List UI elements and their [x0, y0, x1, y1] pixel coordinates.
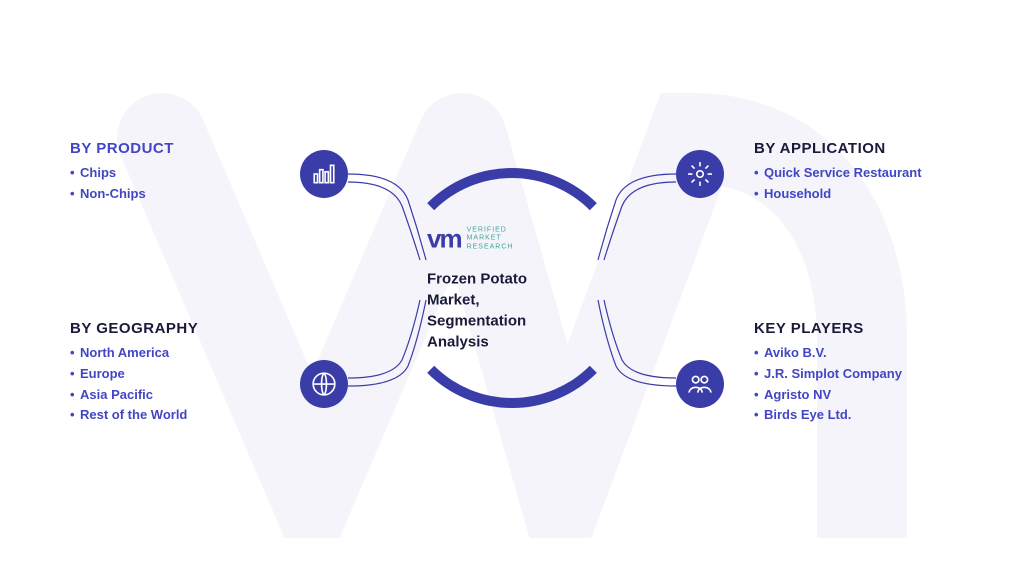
heading-geography: BY GEOGRAPHY: [70, 320, 300, 337]
people-icon: [676, 360, 724, 408]
connector-bl: [348, 290, 428, 400]
list-item: J.R. Simplot Company: [754, 364, 984, 385]
connector-tr: [596, 160, 676, 280]
quadrant-product: BY PRODUCT Chips Non-Chips: [70, 140, 300, 205]
heading-product: BY PRODUCT: [70, 140, 300, 157]
heading-players: KEY PLAYERS: [754, 320, 984, 337]
quadrant-application: BY APPLICATION Quick Service Restaurant …: [754, 140, 984, 205]
list-item: Asia Pacific: [70, 385, 300, 406]
center-title: Frozen Potato Market, Segmentation Analy…: [427, 269, 597, 353]
gear-icon: [676, 150, 724, 198]
brand-logo: vm VERIFIED MARKET RESEARCH: [427, 224, 597, 255]
list-application: Quick Service Restaurant Household: [754, 163, 984, 205]
quadrant-players: KEY PLAYERS Aviko B.V. J.R. Simplot Comp…: [754, 320, 984, 426]
list-item: Non-Chips: [70, 184, 300, 205]
logo-mark: vm: [427, 224, 461, 255]
heading-application: BY APPLICATION: [754, 140, 984, 157]
list-item: Chips: [70, 163, 300, 184]
connector-tl: [348, 160, 428, 280]
list-item: Household: [754, 184, 984, 205]
quadrant-geography: BY GEOGRAPHY North America Europe Asia P…: [70, 320, 300, 426]
list-geography: North America Europe Asia Pacific Rest o…: [70, 343, 300, 426]
list-players: Aviko B.V. J.R. Simplot Company Agristo …: [754, 343, 984, 426]
list-item: Europe: [70, 364, 300, 385]
list-item: Birds Eye Ltd.: [754, 405, 984, 426]
logo-text: VERIFIED MARKET RESEARCH: [467, 226, 514, 251]
list-item: Aviko B.V.: [754, 343, 984, 364]
bar-chart-icon: [300, 150, 348, 198]
list-item: Rest of the World: [70, 405, 300, 426]
list-item: Quick Service Restaurant: [754, 163, 984, 184]
list-item: Agristo NV: [754, 385, 984, 406]
globe-icon: [300, 360, 348, 408]
list-item: North America: [70, 343, 300, 364]
center-content: vm VERIFIED MARKET RESEARCH Frozen Potat…: [427, 224, 597, 353]
connector-br: [596, 290, 676, 400]
list-product: Chips Non-Chips: [70, 163, 300, 205]
